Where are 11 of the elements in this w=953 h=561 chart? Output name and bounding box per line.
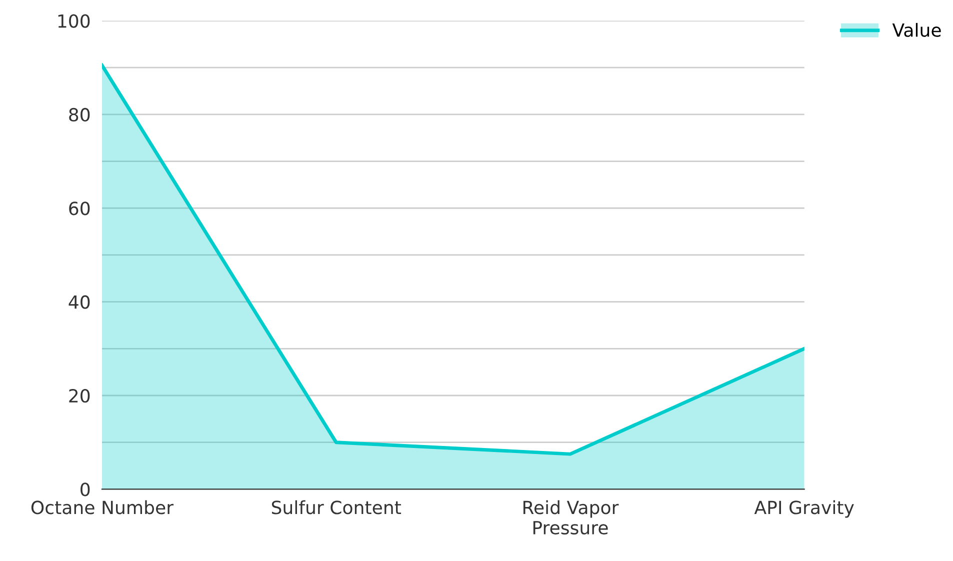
y-tick-label: 40 <box>68 295 90 309</box>
x-tick-label: Reid Vapor Pressure <box>523 500 619 534</box>
y-tick-label: 80 <box>69 108 90 122</box>
x-tick-label: Octane Number <box>31 500 174 514</box>
x-tick-label: API Gravity <box>754 500 854 518</box>
y-tick-label: 100 <box>58 14 90 28</box>
y-tick-label: 0 <box>80 482 90 496</box>
legend-label: Value <box>892 22 941 37</box>
y-tick-label: 60 <box>69 202 90 216</box>
y-tick-label: 20 <box>69 388 90 403</box>
x-tick-label: Sulfur Content <box>272 500 402 514</box>
